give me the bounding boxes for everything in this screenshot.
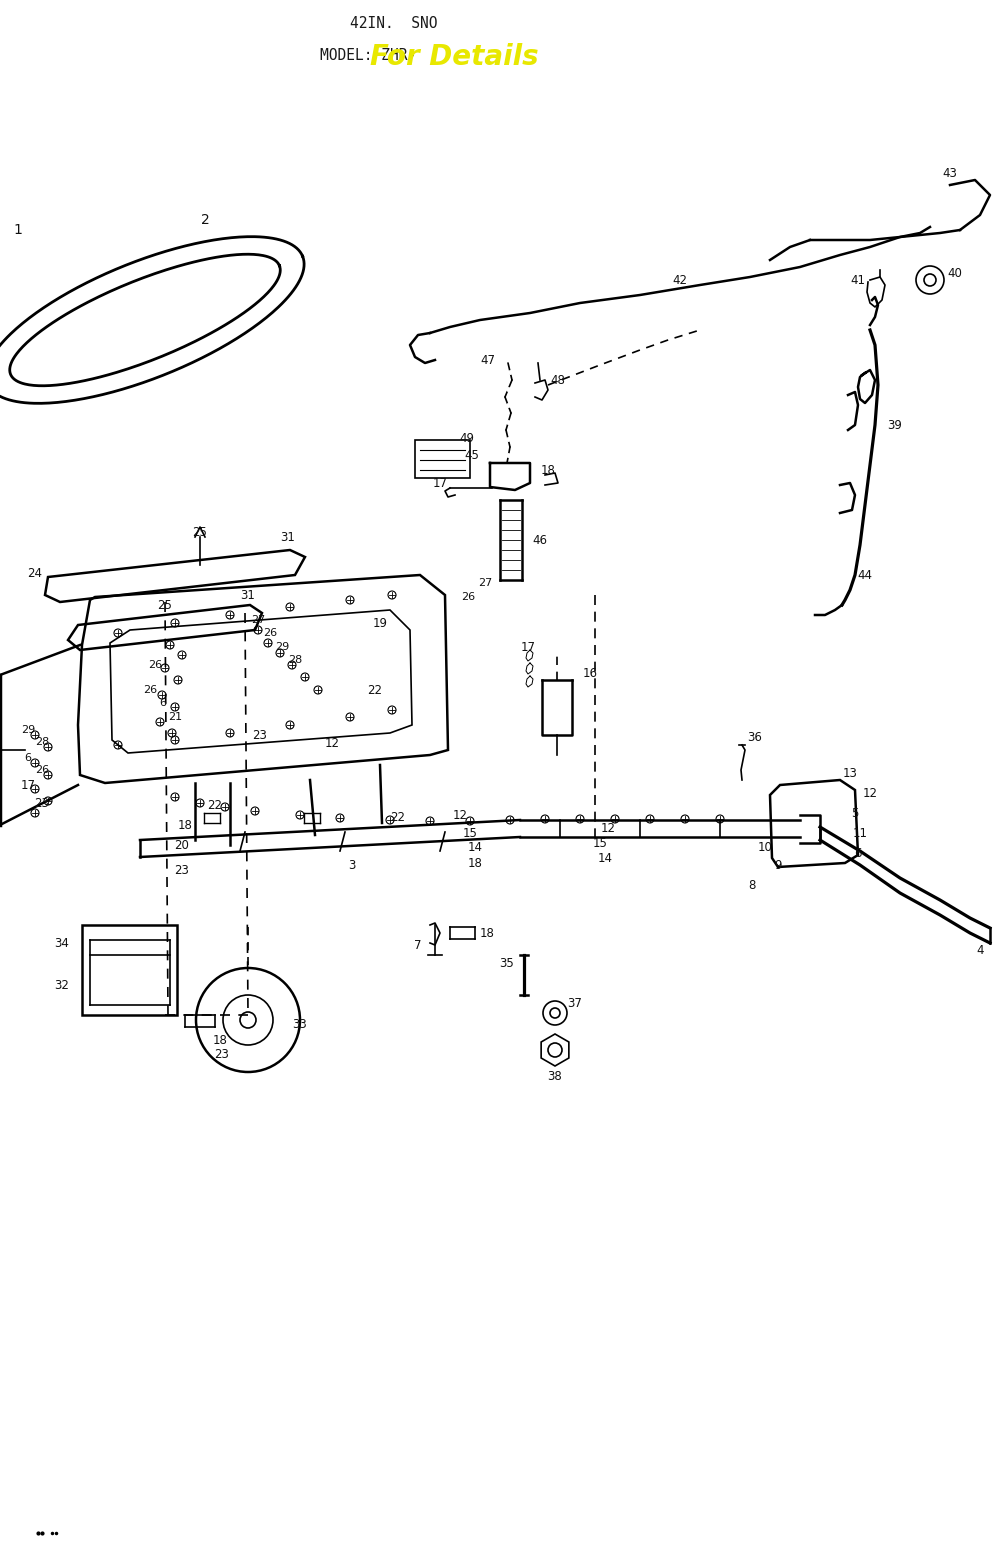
Text: 29: 29 bbox=[275, 642, 289, 652]
Text: 26: 26 bbox=[143, 686, 157, 695]
Text: 12: 12 bbox=[452, 809, 467, 821]
Text: 15: 15 bbox=[462, 827, 477, 840]
Text: 11: 11 bbox=[852, 827, 867, 840]
Text: 15: 15 bbox=[592, 837, 607, 849]
Text: 8: 8 bbox=[747, 879, 755, 891]
Text: 31: 31 bbox=[281, 530, 296, 544]
Text: 31: 31 bbox=[240, 588, 256, 602]
Text: 12: 12 bbox=[325, 737, 339, 750]
Text: 33: 33 bbox=[293, 1019, 307, 1031]
Text: 18: 18 bbox=[212, 1034, 227, 1047]
Text: 27: 27 bbox=[250, 614, 265, 625]
Text: 46: 46 bbox=[532, 533, 547, 546]
Text: 26: 26 bbox=[461, 592, 475, 602]
Text: 37: 37 bbox=[567, 997, 582, 1009]
Text: 45: 45 bbox=[464, 448, 479, 462]
Text: 49: 49 bbox=[459, 431, 474, 445]
Text: 23: 23 bbox=[214, 1048, 229, 1062]
Text: 48: 48 bbox=[550, 373, 565, 387]
Text: 14: 14 bbox=[467, 841, 482, 854]
Text: 14: 14 bbox=[597, 852, 612, 865]
Bar bbox=[82, 925, 176, 1015]
Text: 25: 25 bbox=[157, 599, 172, 611]
Text: 22: 22 bbox=[390, 810, 405, 824]
Text: 12: 12 bbox=[862, 787, 877, 799]
Text: 22: 22 bbox=[207, 799, 222, 812]
Text: 18: 18 bbox=[467, 857, 482, 869]
Text: 40: 40 bbox=[947, 266, 962, 280]
Text: 10: 10 bbox=[757, 841, 772, 854]
Text: 17: 17 bbox=[520, 641, 535, 653]
Text: 23: 23 bbox=[174, 863, 189, 877]
Text: 23: 23 bbox=[253, 728, 268, 742]
Text: 16: 16 bbox=[582, 667, 597, 680]
Text: 26: 26 bbox=[147, 659, 162, 670]
Text: 7: 7 bbox=[414, 939, 421, 952]
Text: 3: 3 bbox=[348, 858, 356, 871]
Text: 6: 6 bbox=[24, 753, 31, 764]
Text: 38: 38 bbox=[547, 1070, 562, 1084]
Text: 9: 9 bbox=[774, 858, 781, 871]
Text: 43: 43 bbox=[942, 166, 957, 179]
Text: 32: 32 bbox=[54, 978, 69, 992]
Text: 34: 34 bbox=[54, 936, 69, 950]
Text: 19: 19 bbox=[372, 616, 387, 630]
Text: 39: 39 bbox=[887, 418, 902, 431]
Text: 18: 18 bbox=[540, 463, 555, 476]
Text: 1: 1 bbox=[14, 222, 22, 236]
Text: MODEL: ZHR-: MODEL: ZHR- bbox=[320, 48, 416, 62]
Text: 25: 25 bbox=[192, 526, 207, 538]
Text: 28: 28 bbox=[35, 737, 49, 746]
Text: 22: 22 bbox=[367, 684, 382, 697]
Text: 28: 28 bbox=[288, 655, 302, 666]
Text: 17: 17 bbox=[20, 779, 35, 791]
Text: 29: 29 bbox=[21, 725, 35, 736]
Text: 5: 5 bbox=[851, 807, 858, 819]
Text: 12: 12 bbox=[600, 821, 615, 835]
Text: 18: 18 bbox=[177, 818, 192, 832]
Text: 26: 26 bbox=[35, 765, 49, 774]
Text: TAP HERE: TAP HERE bbox=[569, 12, 682, 33]
Text: 17: 17 bbox=[432, 476, 447, 490]
Text: 6: 6 bbox=[854, 846, 861, 860]
Text: 27: 27 bbox=[477, 578, 492, 588]
Text: 47: 47 bbox=[480, 353, 495, 367]
Text: 24: 24 bbox=[27, 566, 42, 580]
Text: 41: 41 bbox=[850, 274, 865, 286]
Text: 44: 44 bbox=[857, 569, 872, 582]
Text: 42: 42 bbox=[671, 274, 686, 286]
Bar bbox=[415, 440, 470, 477]
Text: 13: 13 bbox=[842, 767, 857, 779]
Text: 35: 35 bbox=[499, 956, 514, 969]
Text: 42IN.  SNO: 42IN. SNO bbox=[350, 16, 437, 31]
Text: 6: 6 bbox=[159, 698, 166, 708]
Text: 21: 21 bbox=[167, 712, 182, 722]
Text: 2: 2 bbox=[200, 213, 209, 227]
Text: 4: 4 bbox=[975, 944, 983, 956]
Text: 20: 20 bbox=[174, 838, 189, 852]
Text: 18: 18 bbox=[479, 927, 494, 939]
Text: 26: 26 bbox=[263, 628, 277, 638]
Text: 23: 23 bbox=[34, 796, 49, 810]
Text: For Details: For Details bbox=[370, 44, 538, 72]
Text: 36: 36 bbox=[746, 731, 762, 743]
